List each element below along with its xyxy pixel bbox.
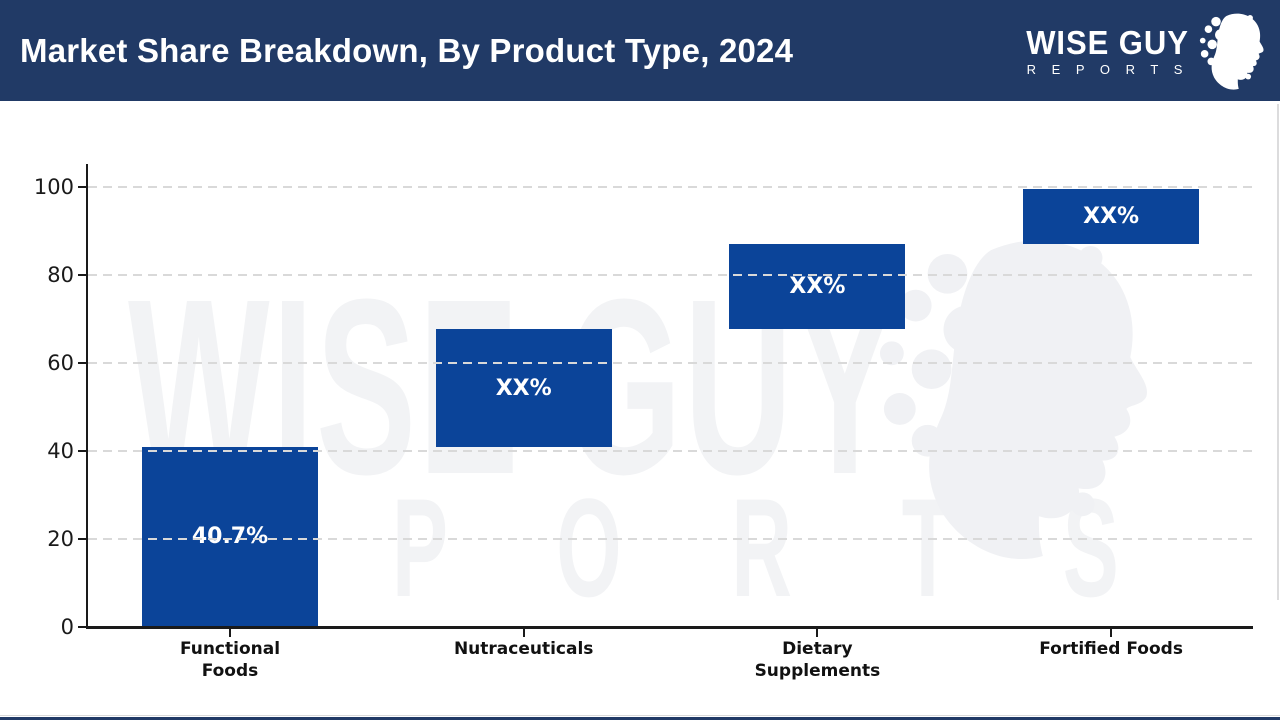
x-tick-mark (816, 629, 819, 637)
watermark-right-edge-line (1277, 104, 1279, 600)
y-tick-mark (78, 273, 87, 276)
x-category-label: Functional Foods (179, 639, 281, 681)
x-tick-mark (1110, 629, 1113, 637)
bar-nutraceuticals: XX% (435, 328, 612, 448)
bar-value-label: XX% (1083, 203, 1140, 229)
logo-wordmark: WISE GUY (1026, 23, 1189, 61)
bar-value-label: XX% (495, 375, 552, 401)
x-tick-mark (229, 629, 231, 637)
y-tick-label: 60 (47, 350, 74, 375)
chart-title: Market Share Breakdown, By Product Type,… (20, 31, 794, 69)
logo-text: WISE GUY R E P O R T S (1021, 26, 1194, 76)
y-axis-spine (86, 164, 88, 629)
gridline-40 (88, 449, 1252, 452)
x-category-label: Fortified Foods (1039, 639, 1183, 659)
y-tick-mark (78, 185, 87, 188)
x-category-label: Dietary Supplements (754, 639, 881, 681)
y-tick-label: 80 (47, 262, 74, 287)
y-tick-mark (78, 537, 87, 540)
bar-fortified-foods: XX% (1023, 188, 1200, 244)
y-tick-label: 20 (47, 526, 74, 551)
bar-functional-foods: 40.7% (142, 447, 318, 627)
wise-guy-head-watermark-icon (879, 240, 1147, 560)
gridline-80 (88, 273, 1252, 276)
bar-value-label: XX% (789, 273, 846, 299)
x-axis-line (86, 626, 1253, 629)
x-category-label: Nutraceuticals (453, 639, 594, 659)
logo-subtitle: R E P O R T S (1026, 61, 1189, 77)
wise-guy-head-icon (1199, 13, 1264, 90)
y-tick-mark (78, 361, 87, 364)
x-tick-mark (522, 629, 525, 637)
y-tick-label: 40 (47, 438, 74, 463)
wise-guy-logo: WISE GUY R E P O R T S (1021, 0, 1270, 101)
gridline-100 (88, 185, 1252, 188)
footer-band (0, 717, 1280, 720)
gridline-60 (88, 361, 1252, 364)
y-tick-mark (78, 449, 87, 452)
y-tick-label: 100 (33, 174, 74, 199)
bar-dietary-supplements: XX% (729, 243, 906, 329)
y-tick-mark (78, 625, 87, 628)
bar-value-label: 40.7% (191, 524, 269, 550)
y-tick-label: 0 (60, 614, 74, 639)
gridline-20 (88, 537, 1252, 540)
header-band: Market Share Breakdown, By Product Type,… (0, 0, 1280, 101)
footer-divider (0, 715, 1280, 716)
